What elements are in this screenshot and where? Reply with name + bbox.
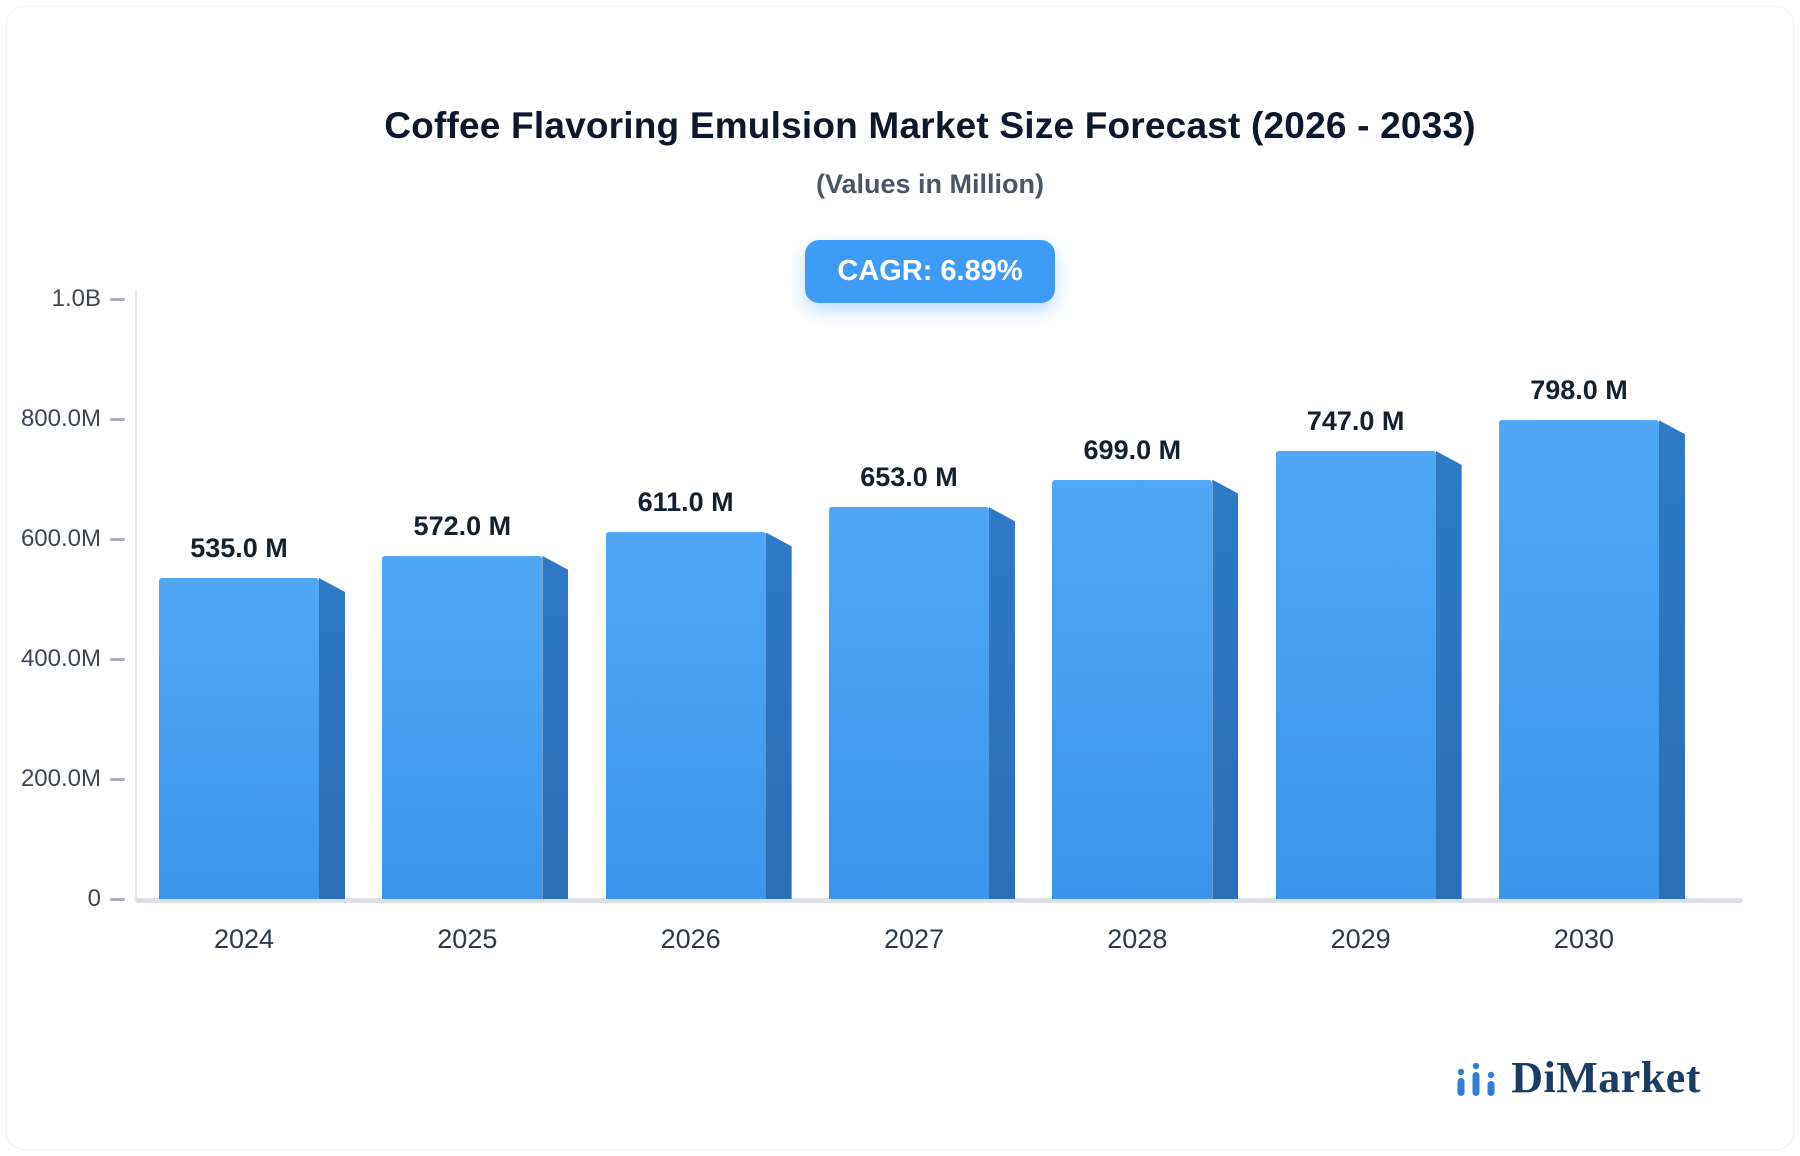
bar-value-label: 798.0 M xyxy=(1530,375,1628,406)
bar-face xyxy=(1052,479,1213,899)
bar-face xyxy=(605,532,766,899)
plot-area: 535.0 M 2024 572.0 M 2025 611.0 M 2026 653.0 M… xyxy=(21,285,1743,954)
bar: 747.0 M 2029 xyxy=(1275,299,1462,954)
y-tick-label: 1.0B xyxy=(51,285,101,312)
y-tick-dash xyxy=(110,537,125,541)
y-tick-dash xyxy=(110,297,125,301)
page-title: Coffee Flavoring Emulsion Market Size Fo… xyxy=(384,105,1476,146)
brand-logo: DiMarket xyxy=(1453,1052,1701,1103)
y-tick-label: 0 xyxy=(87,885,101,912)
y-tick: 0 xyxy=(7,885,125,913)
bar-face xyxy=(1498,420,1659,899)
bars-row: 535.0 M 2024 572.0 M 2025 611.0 M 2026 653.0 M… xyxy=(135,299,1743,954)
bar-side xyxy=(1435,450,1462,899)
y-tick-dash xyxy=(110,897,125,901)
bar: 535.0 M 2024 xyxy=(159,299,345,954)
bar: 699.0 M 2028 xyxy=(1052,299,1239,954)
bar-side xyxy=(542,555,569,899)
bar-value-label: 611.0 M xyxy=(637,487,734,518)
y-axis-line xyxy=(135,291,137,899)
x-tick-label: 2030 xyxy=(1553,924,1614,954)
x-tick-label: 2029 xyxy=(1330,924,1391,954)
chart-card: Coffee Flavoring Emulsion Market Size Fo… xyxy=(6,6,1794,1150)
chart-subtitle: (Values in Million) xyxy=(815,169,1045,199)
y-tick: 400.0M xyxy=(7,645,125,673)
x-tick-label: 2026 xyxy=(660,924,721,954)
y-tick-label: 200.0M xyxy=(20,765,101,792)
bar-side xyxy=(1658,420,1685,899)
x-tick-label: 2025 xyxy=(437,924,498,954)
x-tick-label: 2024 xyxy=(213,924,275,954)
y-tick-dash xyxy=(110,777,125,781)
y-tick-label: 400.0M xyxy=(20,645,101,672)
y-tick: 1.0B xyxy=(7,285,125,313)
y-tick: 800.0M xyxy=(7,405,125,433)
bar-chart-icon xyxy=(1457,1062,1495,1096)
bar: 572.0 M 2025 xyxy=(382,299,569,954)
bar: 798.0 M 2030 xyxy=(1498,299,1685,954)
bar-side xyxy=(1212,479,1239,899)
bar-side xyxy=(988,507,1015,899)
bar-side xyxy=(765,532,792,899)
bar-value-label: 747.0 M xyxy=(1306,405,1405,436)
bar-value-label: 699.0 M xyxy=(1083,434,1182,465)
bar: 653.0 M 2027 xyxy=(828,299,1015,954)
x-tick-label: 2027 xyxy=(883,924,945,954)
bar-value-label: 535.0 M xyxy=(190,533,288,563)
bar-face xyxy=(1275,450,1436,899)
cagr-badge: CAGR: 6.89% xyxy=(805,240,1055,303)
y-tick-dash xyxy=(110,417,125,421)
y-tick-label: 800.0M xyxy=(20,405,101,432)
chart-header: Coffee Flavoring Emulsion Market Size Fo… xyxy=(117,7,1743,303)
bar-face xyxy=(828,507,989,899)
x-tick-label: 2028 xyxy=(1107,924,1168,954)
bar-side xyxy=(319,578,345,899)
y-tick: 200.0M xyxy=(7,765,125,793)
bar-face xyxy=(382,555,543,899)
y-tick-label: 600.0M xyxy=(20,525,101,552)
bar-value-label: 653.0 M xyxy=(860,462,958,493)
y-tick: 600.0M xyxy=(7,525,125,553)
y-tick-dash xyxy=(110,657,125,661)
bar-face xyxy=(159,578,319,899)
brand-logo-text: DiMarket xyxy=(1511,1053,1701,1102)
x-axis-line xyxy=(135,898,1743,903)
bar-value-label: 572.0 M xyxy=(413,510,512,541)
bar: 611.0 M 2026 xyxy=(605,299,792,954)
